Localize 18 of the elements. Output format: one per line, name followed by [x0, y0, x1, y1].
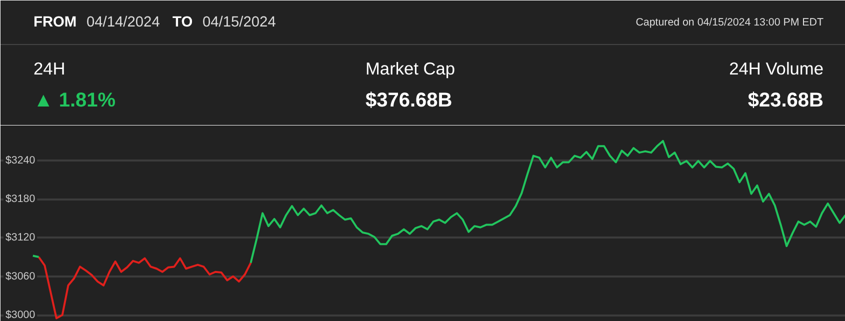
text: FROM — [34, 14, 77, 30]
text: Captured on 04/15/2024 13:00 PM EDT — [636, 16, 824, 28]
line-series — [250, 140, 845, 264]
y-tick-label: $3180 — [6, 193, 36, 205]
text: $376.68B — [366, 90, 452, 112]
y-tick-label: $3120 — [6, 232, 36, 244]
line-series — [38, 256, 252, 320]
text: TO — [172, 14, 193, 30]
text: 24H Volume — [729, 58, 824, 78]
text: $23.68B — [748, 90, 824, 112]
y-tick-label: $3000 — [6, 309, 36, 321]
y-tick-label: $3060 — [6, 270, 36, 282]
text: Market Cap — [366, 58, 456, 78]
text: ▲ 1.81% — [34, 90, 116, 112]
y-tick-label: $3240 — [6, 154, 36, 166]
text: 04/15/2024 — [202, 14, 276, 30]
text: 24H — [34, 58, 66, 78]
text: 04/14/2024 — [86, 14, 160, 30]
